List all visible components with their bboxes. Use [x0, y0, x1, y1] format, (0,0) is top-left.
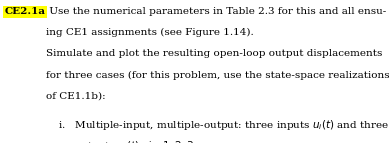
Text: outputs $y_i(t),\ i = 1, 2, 3.$: outputs $y_i(t),\ i = 1, 2, 3.$	[58, 139, 197, 143]
Text: CE2.1a: CE2.1a	[5, 7, 46, 16]
Text: of CE1.1b):: of CE1.1b):	[46, 92, 105, 101]
Text: ing CE1 assignments (see Figure 1.14).: ing CE1 assignments (see Figure 1.14).	[46, 28, 254, 37]
Text: for three cases (for this problem, use the state-space realizations: for three cases (for this problem, use t…	[46, 71, 389, 80]
Text: i.   Multiple-input, multiple-output: three inputs $u_i(t)$ and three: i. Multiple-input, multiple-output: thre…	[58, 118, 388, 132]
Text: Simulate and plot the resulting open-loop output displacements: Simulate and plot the resulting open-loo…	[46, 49, 382, 58]
Text: Use the numerical parameters in Table 2.3 for this and all ensu-: Use the numerical parameters in Table 2.…	[46, 7, 386, 16]
